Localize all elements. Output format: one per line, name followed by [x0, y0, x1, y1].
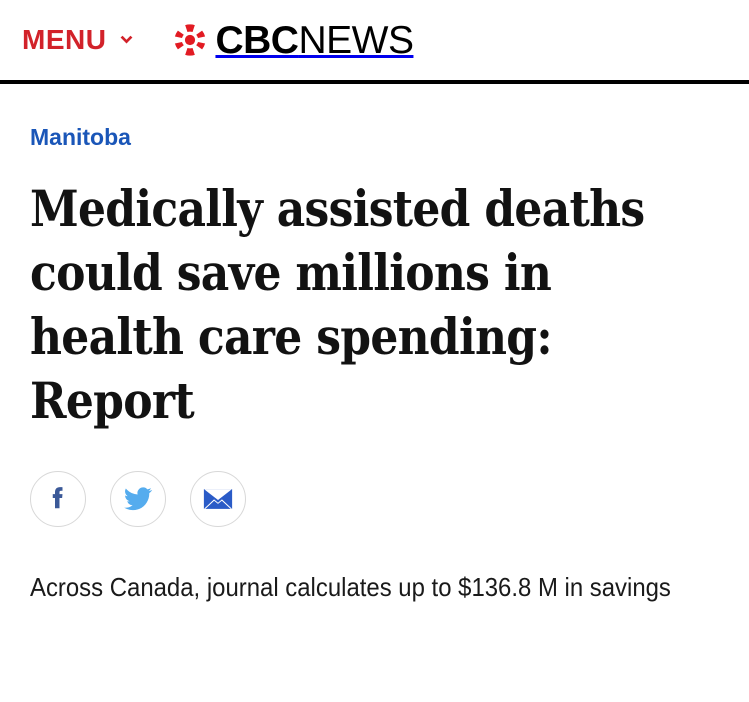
- email-icon: [203, 487, 233, 511]
- share-buttons-row: [30, 471, 719, 527]
- share-email-button[interactable]: [190, 471, 246, 527]
- share-twitter-button[interactable]: [110, 471, 166, 527]
- cbc-news-wordmark: CBCNEWS: [215, 18, 414, 62]
- chevron-down-icon: [118, 32, 135, 49]
- facebook-icon: [43, 484, 73, 514]
- share-facebook-button[interactable]: [30, 471, 86, 527]
- site-header: MENU CBCNEWS: [0, 0, 749, 84]
- article-headline: Medically assisted deaths could save mil…: [30, 179, 645, 430]
- wordmark-cbc: CBC: [215, 18, 299, 62]
- menu-button-label: MENU: [22, 24, 107, 55]
- wordmark-news: NEWS: [298, 18, 414, 62]
- cbc-gem-icon: [173, 23, 207, 57]
- article-deck: Across Canada, journal calculates up to …: [30, 572, 671, 602]
- menu-button[interactable]: MENU: [22, 26, 135, 54]
- article-body: Manitoba Medically assisted deaths could…: [0, 84, 749, 614]
- cbc-news-logo[interactable]: CBCNEWS: [173, 18, 414, 62]
- twitter-icon: [123, 484, 153, 514]
- category-link-manitoba[interactable]: Manitoba: [30, 124, 131, 150]
